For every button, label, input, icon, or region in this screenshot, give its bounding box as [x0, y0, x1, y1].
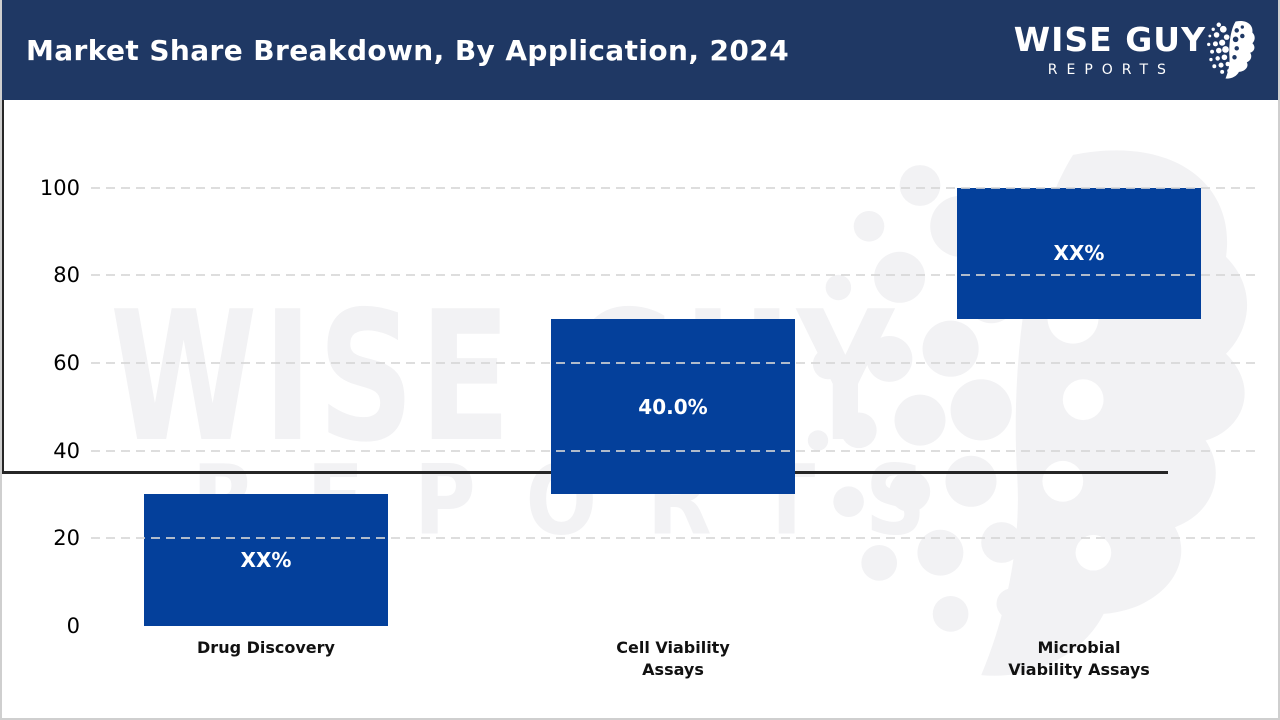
brand-logo: WISE GUY REPORTS [1014, 8, 1258, 92]
bar-value-label: XX% [1053, 241, 1105, 266]
x-tick-mark [2, 488, 4, 495]
category-label-line: Viability Assays [1008, 659, 1150, 679]
gridline [91, 274, 1255, 277]
brand-logo-name: WISE GUY [1013, 20, 1206, 59]
category-label-line: Cell Viability [616, 638, 730, 657]
x-tick-mark [2, 481, 4, 488]
y-axis-line [2, 14, 5, 472]
bar: XX% [957, 187, 1201, 320]
category-label: Cell Viability Assays [503, 637, 843, 680]
y-tick-label: 60 [53, 350, 80, 375]
category-label-line: Drug Discovery [197, 638, 335, 657]
brand-logo-face-icon [1207, 20, 1255, 79]
y-tick-label: 0 [66, 614, 80, 638]
category-label-line: Assays [642, 659, 704, 679]
bar: 40.0% [551, 319, 795, 495]
gridline [91, 449, 1255, 452]
bar: XX% [144, 494, 388, 626]
category-label: Drug Discovery [96, 637, 436, 659]
brand-logo-subtitle: REPORTS [1047, 62, 1175, 78]
brand-logo-text: WISE GUY REPORTS [1014, 23, 1206, 77]
page-title: Market Share Breakdown, By Application, … [26, 33, 790, 67]
y-tick-label: 80 [53, 263, 80, 288]
gridline [91, 186, 1255, 189]
y-tick-label: 100 [39, 175, 80, 200]
bar-value-label: XX% [240, 548, 292, 573]
bar-value-label: 40.0% [638, 394, 708, 419]
y-tick-label: 40 [53, 438, 80, 463]
gridline [91, 361, 1255, 364]
header-bar: Market Share Breakdown, By Application, … [2, 0, 1278, 100]
y-tick-label: 20 [53, 526, 80, 551]
category-label: Microbial Viability Assays [909, 637, 1249, 680]
gridline [91, 537, 1255, 540]
x-tick-mark [2, 474, 4, 481]
category-label-line: Microbial [1037, 638, 1121, 657]
